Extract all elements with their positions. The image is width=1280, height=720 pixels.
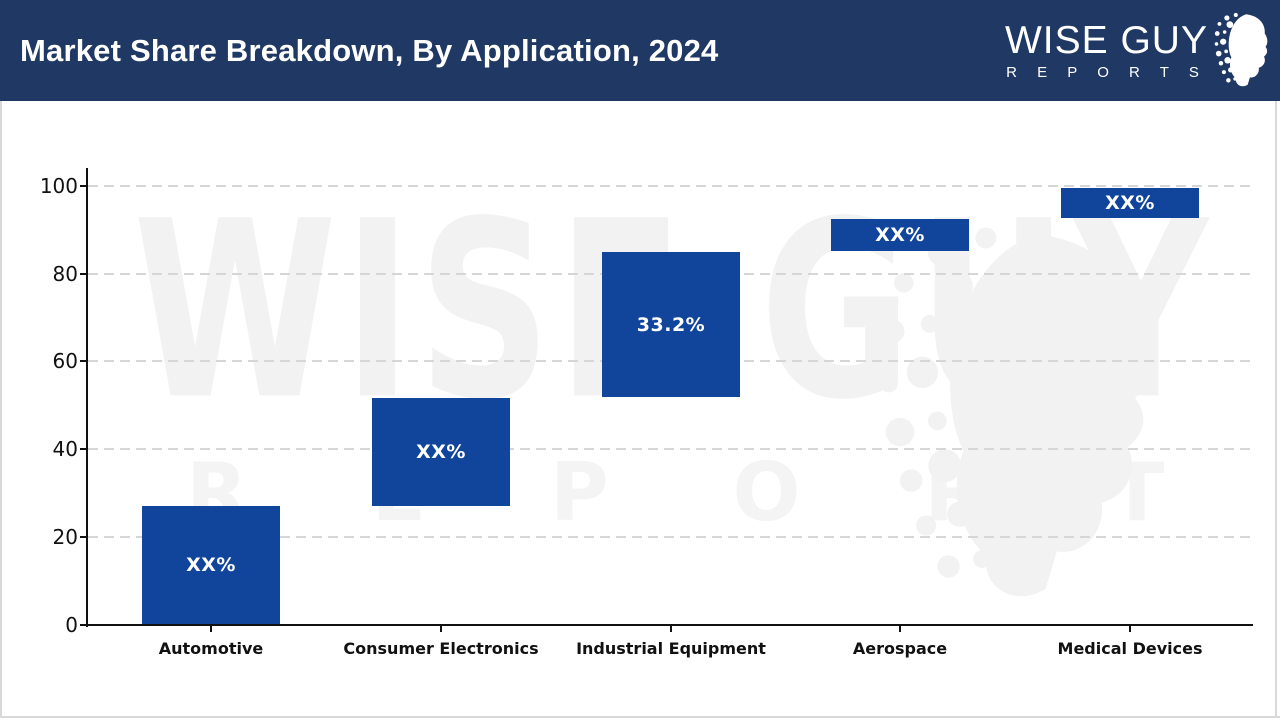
x-category-label: Consumer Electronics (343, 639, 539, 658)
page-border-bottom (0, 716, 1280, 718)
y-tick-label-40: 40 (52, 437, 78, 462)
x-tick-0 (210, 625, 212, 632)
logo-subtitle: R E P O R T S (1006, 63, 1207, 81)
y-tick-label-0: 0 (65, 613, 78, 637)
x-tick-4 (1129, 625, 1131, 632)
x-axis-line (86, 624, 1253, 626)
page-border-right (1275, 101, 1277, 717)
wiseguy-logo: WISE GUY R E P O R T S (1005, 8, 1270, 94)
y-tick-100 (80, 184, 88, 187)
gridline-20 (88, 536, 1253, 539)
logo-wordmark: WISE GUY (1004, 18, 1208, 62)
y-tick-80 (80, 272, 88, 275)
bar-industrial-equipment: 33.2% (602, 251, 740, 398)
bar-value-label: XX% (1105, 192, 1155, 215)
y-tick-label-20: 20 (52, 525, 78, 550)
wiseguy-logo-text: WISE GUY R E P O R T S (1004, 18, 1208, 83)
x-tick-3 (899, 625, 901, 632)
y-tick-label-60: 60 (52, 349, 78, 374)
y-tick-0 (80, 624, 88, 626)
gridline-100 (88, 184, 1253, 187)
bar-medical-devices: XX% (1061, 187, 1199, 219)
y-tick-20 (80, 536, 88, 539)
x-category-label: Aerospace (852, 639, 948, 658)
chart-title: Market Share Breakdown, By Application, … (20, 32, 719, 68)
header-bar: Market Share Breakdown, By Application, … (0, 0, 1280, 101)
x-tick-2 (670, 625, 672, 632)
bar-automotive: XX% (142, 505, 280, 625)
bar-value-label: XX% (186, 554, 236, 577)
y-tick-label-100: 100 (39, 173, 78, 198)
bar-value-label: 33.2% (636, 313, 706, 336)
gridline-40 (88, 448, 1253, 451)
y-tick-40 (80, 448, 88, 451)
x-category-label: Medical Devices (1057, 639, 1203, 658)
page-border-left (0, 101, 2, 717)
y-axis-line (86, 168, 88, 627)
bar-value-label: XX% (875, 224, 925, 247)
bar-aerospace: XX% (831, 219, 969, 252)
x-tick-1 (440, 625, 442, 632)
x-category-label: Industrial Equipment (576, 639, 766, 658)
x-category-label: Automotive (158, 639, 264, 658)
y-tick-label-80: 80 (52, 261, 78, 286)
bar-value-label: XX% (416, 440, 466, 463)
bar-consumer-electronics: XX% (372, 397, 510, 506)
y-tick-60 (80, 360, 88, 363)
